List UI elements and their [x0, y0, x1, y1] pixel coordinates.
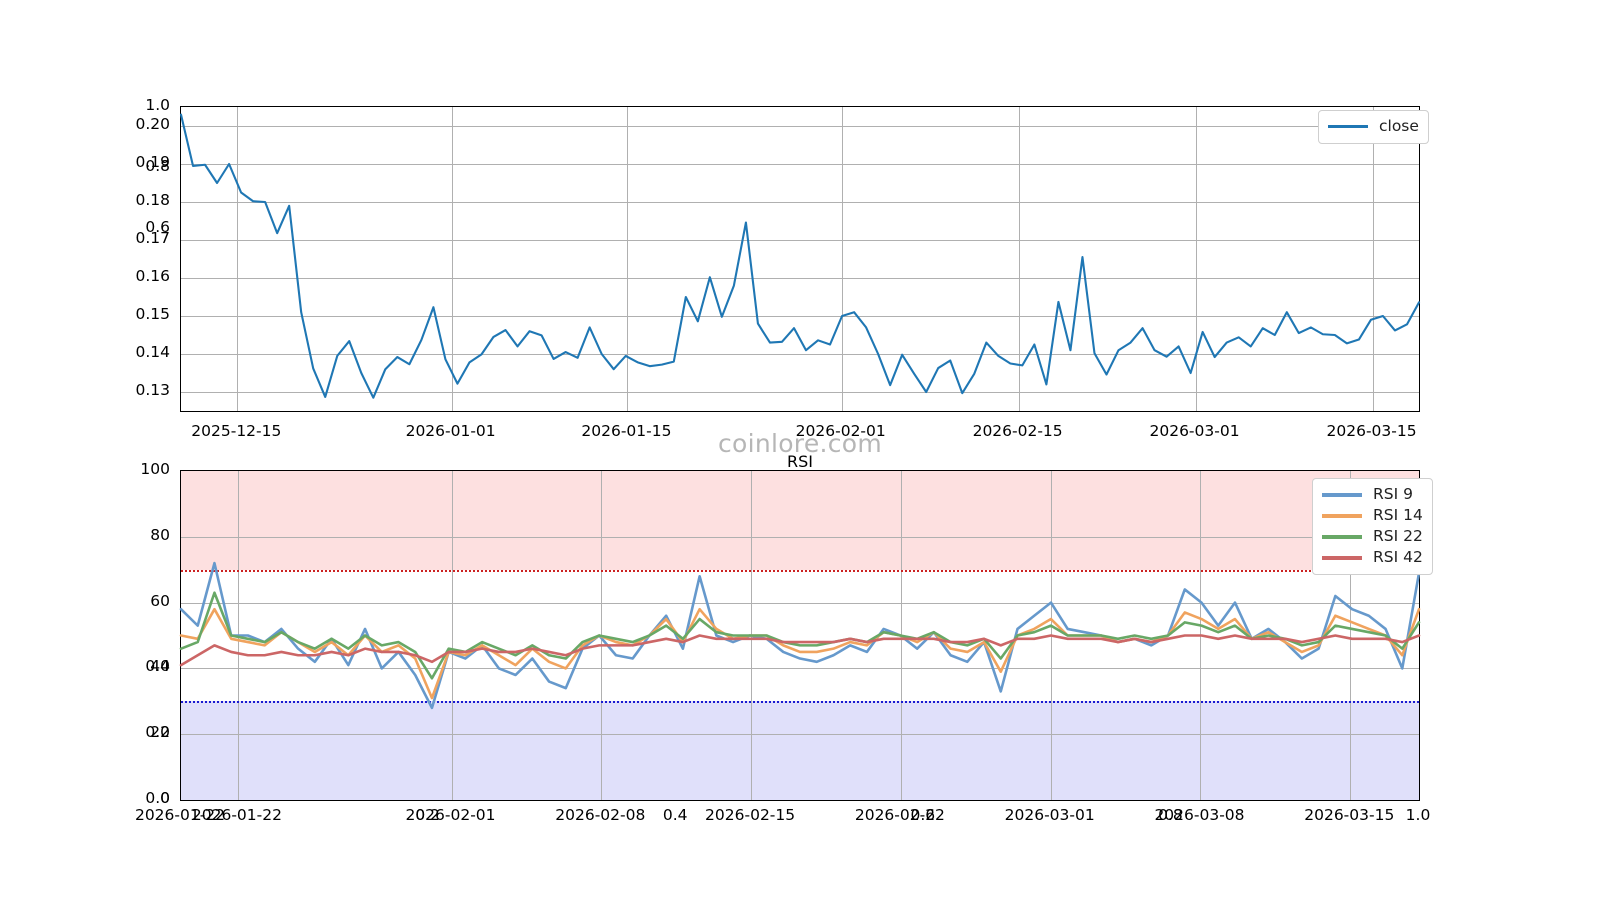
axis-tick-label: 0.20: [135, 115, 170, 133]
axis-tick-label: 0.6: [910, 806, 936, 824]
legend-item[interactable]: RSI 9: [1322, 484, 1423, 505]
axis-tick-label: 2026-02-15: [972, 422, 1063, 440]
gridline-horizontal: [181, 126, 1419, 127]
gridline-horizontal: [181, 278, 1419, 279]
axis-tick-label: 0.6: [145, 217, 170, 236]
rsi-chart-panel: [179, 470, 1421, 801]
legend-item[interactable]: close: [1328, 116, 1419, 137]
gridline-horizontal: [181, 164, 1419, 165]
rsi-chart-legend[interactable]: RSI 9 RSI 14 RSI 22 RSI 42: [1312, 478, 1433, 575]
axis-tick-label: 0.8: [1158, 806, 1183, 824]
axis-tick-label: 2026-02-01: [795, 422, 886, 440]
legend-swatch-icon: [1322, 555, 1362, 560]
legend-item[interactable]: RSI 14: [1322, 505, 1423, 526]
legend-label: RSI 14: [1373, 506, 1423, 524]
legend-label: close: [1379, 117, 1419, 135]
axis-tick-label: 0.15: [135, 305, 170, 323]
gridline-vertical: [1018, 107, 1020, 411]
axis-tick-label: 2026-01-01: [405, 422, 496, 440]
legend-swatch-icon: [1322, 513, 1362, 518]
overbought-threshold-line: [181, 569, 1419, 572]
gridline-vertical: [451, 107, 453, 411]
gridline-horizontal: [181, 734, 1419, 736]
axis-tick-label: 80: [150, 525, 170, 544]
axis-tick-label: 0.16: [135, 267, 170, 285]
legend-swatch-icon: [1322, 492, 1362, 497]
axis-tick-label: 0.0: [145, 789, 170, 807]
axis-tick-label: 1.0: [1405, 806, 1431, 824]
legend-label: RSI 22: [1373, 527, 1423, 545]
gridline-vertical: [1195, 107, 1197, 411]
price-chart-legend[interactable]: close: [1318, 110, 1429, 144]
axis-tick-label: 0.13: [135, 381, 170, 399]
legend-item[interactable]: RSI 22: [1322, 526, 1423, 547]
gridline-vertical: [1372, 107, 1374, 411]
axis-tick-label: 2026-02-08: [555, 806, 646, 824]
axis-tick-label: 0.2: [415, 806, 440, 824]
legend-item[interactable]: RSI 42: [1322, 547, 1423, 568]
legend-label: RSI 9: [1373, 485, 1413, 503]
gridline-horizontal: [181, 202, 1419, 203]
rsi-series-group: [179, 561, 1421, 710]
axis-tick-label: 2026-03-01: [1149, 422, 1240, 440]
axis-tick-label: 2026-02-15: [705, 806, 796, 824]
axis-tick-label: 2026-01-15: [581, 422, 672, 440]
gridline-vertical: [1350, 471, 1352, 800]
axis-tick-label: 0.19: [135, 153, 170, 171]
price-series-close: [179, 113, 1421, 399]
gridline-horizontal: [181, 354, 1419, 355]
legend-swatch-icon: [1322, 534, 1362, 539]
axis-tick-label: 40: [150, 657, 170, 676]
rsi-chart-title: RSI: [787, 452, 813, 471]
axis-tick-label: 0: [160, 789, 170, 807]
gridline-horizontal: [181, 602, 1419, 604]
oversold-threshold-line: [181, 701, 1419, 704]
axis-tick-label: 0.14: [135, 343, 170, 361]
legend-label: RSI 42: [1373, 548, 1423, 566]
axis-tick-label: 0.4: [662, 806, 688, 824]
gridline-horizontal: [181, 536, 1419, 538]
watermark: coinlore.com: [717, 429, 883, 458]
axis-tick-label: 2025-12-15: [191, 422, 282, 440]
axis-tick-label: 2026-01-22: [134, 806, 226, 824]
oversold-band: [181, 701, 1419, 800]
overbought-band: [181, 471, 1419, 570]
axis-tick-label: 60: [150, 591, 170, 610]
axis-tick-label: 1.0: [145, 96, 170, 114]
axis-tick-label: 0.4: [145, 657, 170, 676]
axis-tick-label: 0.18: [135, 191, 170, 209]
gridline-vertical: [237, 107, 239, 411]
gridline-horizontal: [181, 240, 1419, 241]
axis-tick-label: 2026-02-01: [405, 806, 496, 824]
axis-tick-label: 2026-03-15: [1326, 422, 1417, 440]
gridline-vertical: [451, 471, 453, 800]
gridline-vertical: [627, 107, 629, 411]
axis-tick-label: 0.8: [145, 156, 170, 175]
gridline-vertical: [841, 107, 843, 411]
axis-tick-label: 100: [140, 460, 170, 478]
gridline-horizontal: [181, 316, 1419, 317]
price-chart-panel: [179, 106, 1421, 412]
gridline-horizontal: [181, 668, 1419, 670]
gridline-horizontal: [181, 392, 1419, 393]
axis-tick-label: 2026-03-08: [1154, 806, 1245, 824]
axis-tick-label: 2026-01-22: [191, 806, 282, 824]
legend-swatch-icon: [1328, 125, 1368, 128]
axis-tick-label: 2026-03-15: [1304, 806, 1395, 824]
axis-tick-label: 2026-02-22: [854, 806, 945, 824]
axis-tick-label: 0.2: [145, 723, 170, 742]
axis-tick-label: 0.17: [135, 229, 170, 247]
axis-tick-label: 20: [150, 723, 170, 742]
axis-tick-label: 2026-03-01: [1004, 806, 1095, 824]
